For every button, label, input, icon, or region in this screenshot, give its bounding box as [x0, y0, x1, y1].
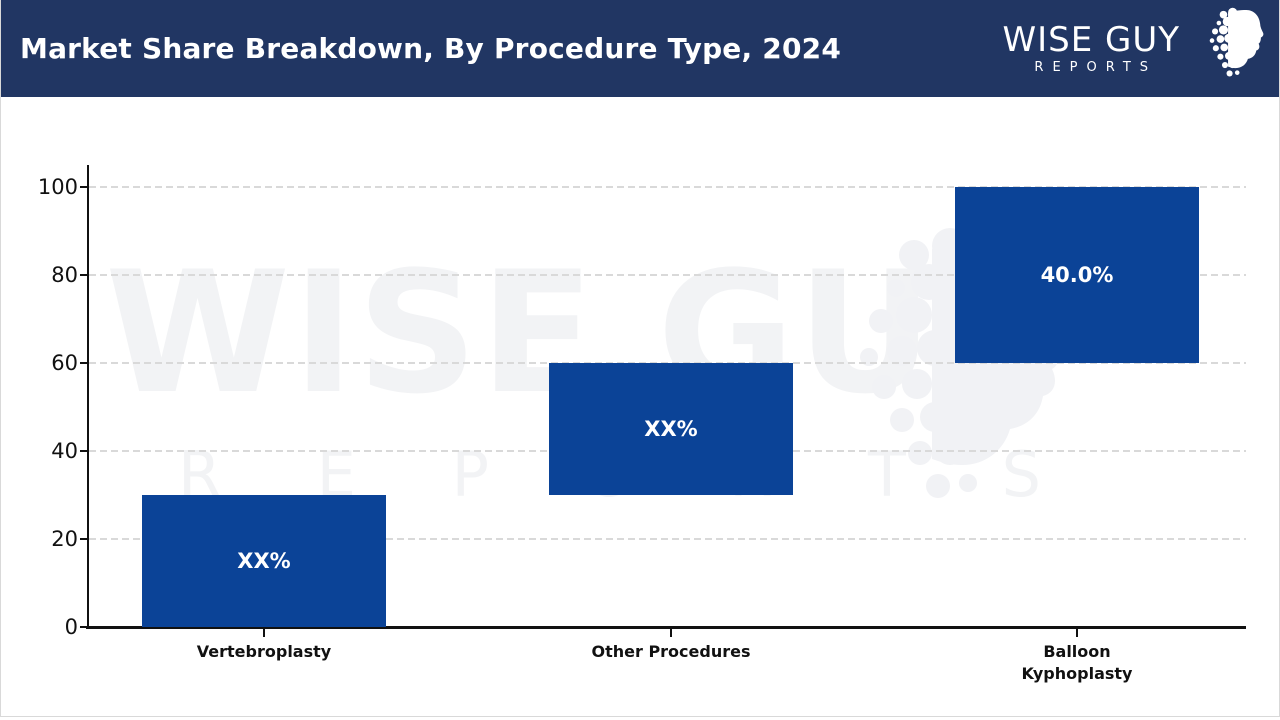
x-tick-mark [670, 629, 672, 637]
x-tick-mark [263, 629, 265, 637]
brand-logo-text: WISE GUY REPORTS [1002, 22, 1180, 75]
y-tick-mark [80, 362, 88, 364]
gridline-20 [89, 538, 1246, 540]
chart-title: Market Share Breakdown, By Procedure Typ… [20, 32, 842, 65]
bar-value-label: XX% [237, 549, 291, 573]
y-tick-mark [80, 538, 88, 540]
category-label: Other Procedures [591, 642, 751, 661]
bar-segment: 40.0% [955, 187, 1199, 363]
y-tick-mark [80, 274, 88, 276]
header: Market Share Breakdown, By Procedure Typ… [0, 0, 1280, 97]
brand-subname: REPORTS [1034, 60, 1158, 75]
category-label: Vertebroplasty [196, 642, 332, 661]
category-label: Balloon Kyphoplasty [1021, 642, 1133, 683]
x-tick-mark [1076, 629, 1078, 637]
y-tick-label: 20 [51, 527, 78, 551]
gridline-100 [89, 186, 1246, 188]
y-axis-line [87, 165, 89, 627]
y-tick-label: 60 [51, 351, 78, 375]
bar-segment: XX% [142, 495, 386, 627]
y-tick-label: 40 [51, 439, 78, 463]
bar-value-label: XX% [644, 417, 698, 441]
wiseguy-face-dots-icon [1209, 7, 1264, 76]
y-tick-label: 100 [37, 175, 78, 199]
brand-logo: WISE GUY REPORTS [1002, 7, 1266, 91]
x-axis-line [86, 626, 1246, 629]
y-tick-mark [80, 450, 88, 452]
bar-value-label: 40.0% [1040, 263, 1114, 287]
y-tick-label: 80 [51, 263, 78, 287]
y-tick-mark [80, 186, 88, 188]
gridline-80 [89, 274, 1246, 276]
bar-segment: XX% [549, 363, 793, 495]
brand-name: WISE GUY [1002, 20, 1180, 60]
y-tick-mark [80, 626, 88, 628]
y-tick-label: 0 [64, 615, 78, 639]
